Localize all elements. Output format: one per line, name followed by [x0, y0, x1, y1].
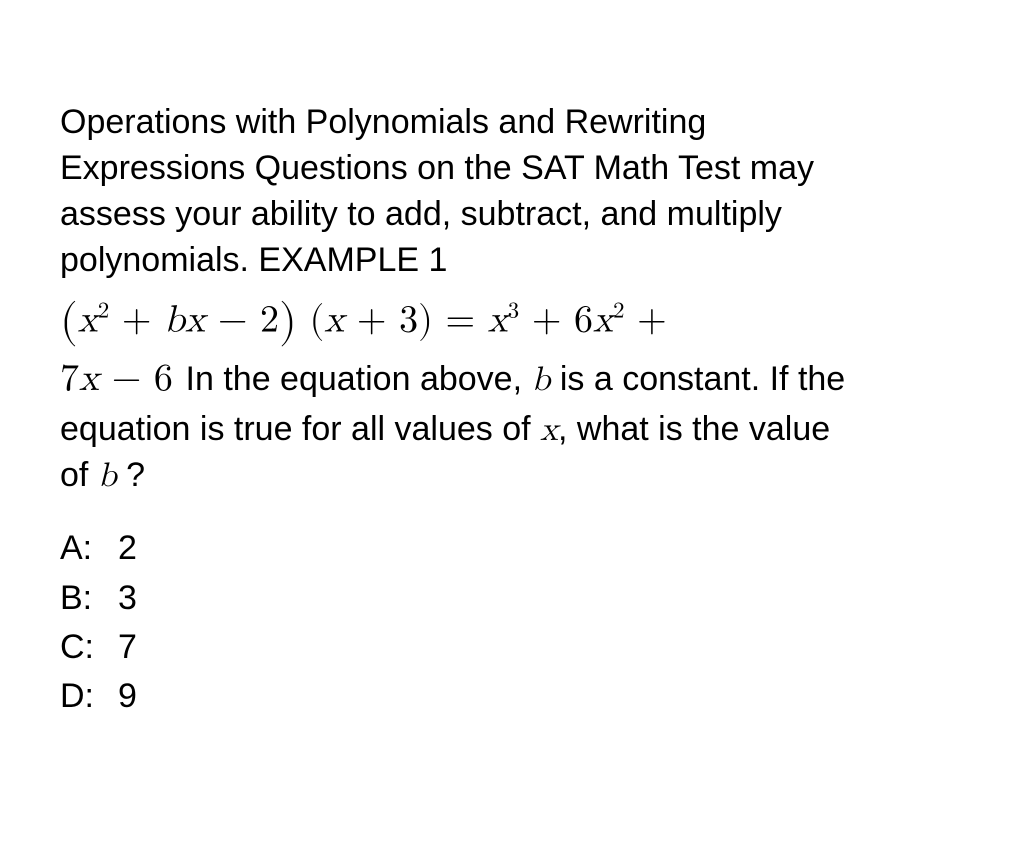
var-x: x	[593, 301, 613, 339]
var-b: b	[531, 363, 550, 397]
var-x: x	[540, 413, 558, 447]
post-text-4: ?	[117, 456, 145, 494]
var-x: x	[488, 301, 508, 339]
op-plus: +	[109, 301, 164, 339]
op-plus: +	[519, 301, 574, 339]
op-plus: +	[625, 301, 667, 339]
option-label: B:	[60, 574, 104, 623]
num-3: 3	[399, 301, 418, 339]
rparen: )	[418, 301, 433, 339]
option-d[interactable]: D: 9	[60, 672, 860, 721]
num-2: 2	[260, 301, 279, 339]
var-x: x	[79, 360, 99, 398]
op-minus: −	[99, 360, 154, 398]
op-plus: +	[344, 301, 399, 339]
option-value: 2	[118, 524, 137, 573]
var-x: x	[185, 301, 205, 339]
option-b[interactable]: B: 3	[60, 574, 860, 623]
option-value: 9	[118, 672, 137, 721]
var-x: x	[78, 301, 98, 339]
num-7: 7	[60, 360, 79, 398]
option-c[interactable]: C: 7	[60, 623, 860, 672]
op-eq: =	[433, 301, 488, 339]
var-b: b	[98, 459, 117, 493]
var-x: x	[324, 301, 344, 339]
exp-2: 2	[98, 300, 109, 322]
rparen: )	[279, 298, 297, 344]
option-value: 7	[118, 623, 137, 672]
exp-2: 2	[613, 300, 624, 322]
lparen: (	[309, 301, 324, 339]
option-a[interactable]: A: 2	[60, 524, 860, 573]
op-minus: −	[205, 301, 260, 339]
answer-options: A: 2 B: 3 C: 7 D: 9	[60, 524, 860, 721]
question-intro: Operations with Polynomials and Rewritin…	[60, 100, 860, 284]
option-value: 3	[118, 574, 137, 623]
num-6: 6	[154, 360, 173, 398]
var-b: b	[164, 301, 185, 339]
post-text-1: In the equation above,	[186, 360, 532, 398]
equation-line-2-and-post: 7x − 6 In the equation above, b is a con…	[60, 353, 860, 500]
lparen: (	[60, 298, 78, 344]
question-page: Operations with Polynomials and Rewritin…	[0, 0, 920, 762]
num-6: 6	[574, 301, 593, 339]
equation-line-1: (x2 + bx − 2) (x + 3) = x3 + 6x2 +	[60, 290, 860, 354]
option-label: C:	[60, 623, 104, 672]
option-label: A:	[60, 524, 104, 573]
option-label: D:	[60, 672, 104, 721]
space	[297, 301, 310, 339]
exp-3: 3	[508, 300, 519, 322]
